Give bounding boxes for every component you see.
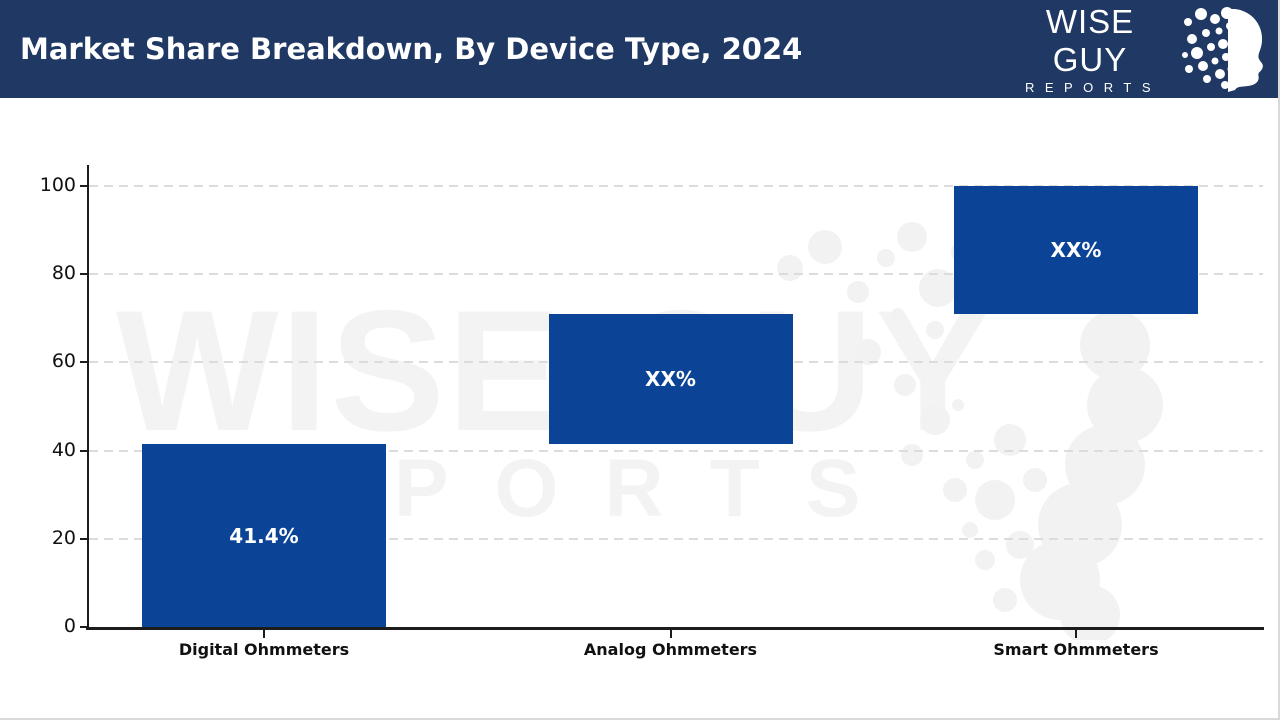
gridline xyxy=(89,273,1263,276)
y-tick-label: 40 xyxy=(51,438,76,461)
bar-value-label: 41.4% xyxy=(229,523,299,548)
y-tick-label: 20 xyxy=(51,526,76,549)
logo-text: WISE GUY REPORTS xyxy=(1006,3,1174,95)
y-tick-mark xyxy=(80,626,87,628)
y-axis-line xyxy=(87,165,89,629)
bar-1: 41.4% xyxy=(142,444,386,627)
watermark-head-icon xyxy=(777,222,1163,640)
chart-title: Market Share Breakdown, By Device Type, … xyxy=(20,32,803,66)
logo-subtitle: REPORTS xyxy=(1024,80,1162,95)
gridline xyxy=(89,537,1263,540)
wiseguy-head-icon xyxy=(1182,7,1263,92)
y-tick-mark xyxy=(80,449,87,452)
bar-value-label: XX% xyxy=(1050,237,1102,262)
x-axis-line xyxy=(86,627,1264,630)
wiseguy-logo: WISE GUY REPORTS xyxy=(1006,3,1266,95)
bar-3: XX% xyxy=(954,186,1198,314)
y-tick-label: 80 xyxy=(51,262,76,285)
y-tick-mark xyxy=(80,185,87,187)
logo-wordmark: WISE GUY xyxy=(1045,3,1135,78)
y-tick-mark xyxy=(80,537,87,540)
x-tick-mark xyxy=(263,630,265,638)
y-tick-label: 100 xyxy=(39,174,76,196)
y-tick-label: 0 xyxy=(63,615,76,637)
header-band: Market Share Breakdown, By Device Type, … xyxy=(0,0,1278,98)
category-label: Analog Ohmmeters xyxy=(583,640,758,659)
y-tick-mark xyxy=(80,361,87,364)
x-tick-mark xyxy=(669,630,672,638)
bar-value-label: XX% xyxy=(645,367,696,392)
x-tick-mark xyxy=(1075,630,1077,638)
category-label: Digital Ohmmeters xyxy=(178,640,350,659)
bar-2: XX% xyxy=(548,313,793,445)
gridline xyxy=(89,449,1263,452)
y-tick-label: 60 xyxy=(51,350,76,373)
gridline xyxy=(89,185,1263,187)
category-label: Smart Ohmmeters xyxy=(993,640,1159,659)
y-tick-mark xyxy=(80,273,87,276)
